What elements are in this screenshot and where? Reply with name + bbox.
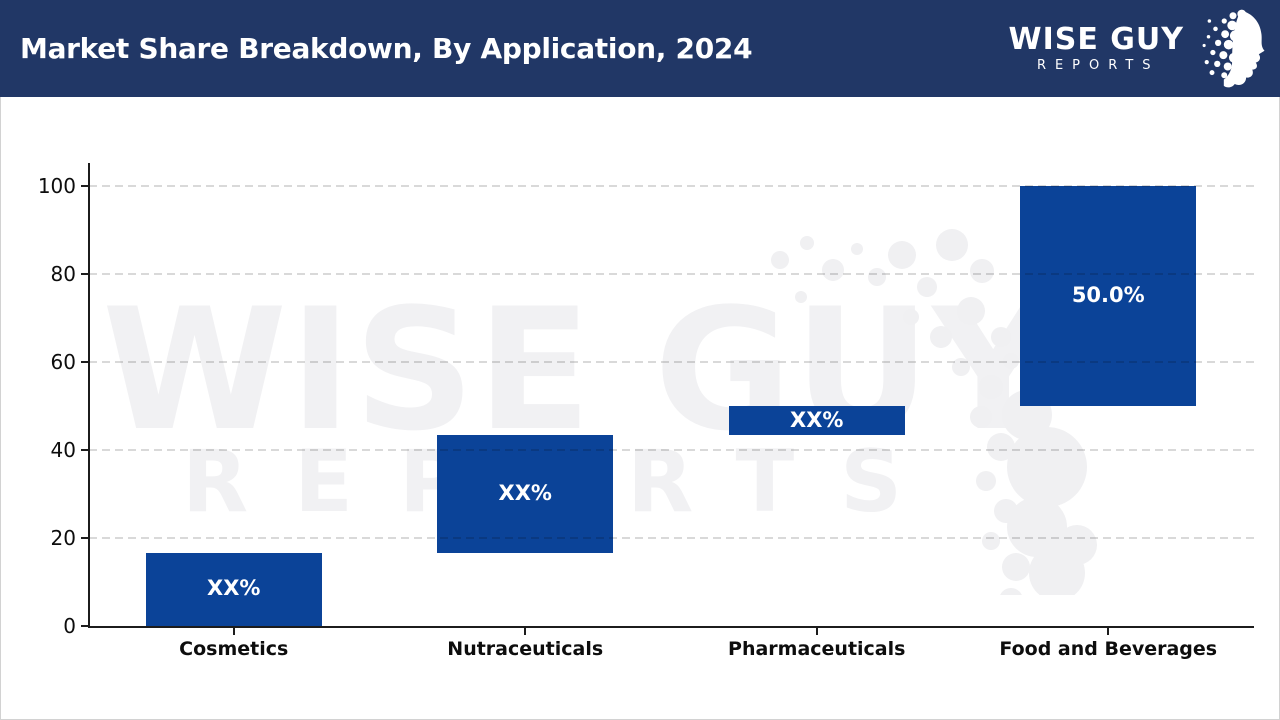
y-tick-label-20: 20	[50, 526, 76, 550]
logo-text: WISE GUY REPORTS	[1008, 24, 1184, 73]
y-tick-20	[81, 537, 88, 539]
x-category-label: Cosmetics	[179, 638, 289, 660]
bar-value-label: XX%	[207, 576, 261, 601]
x-tick-2	[815, 628, 818, 635]
gridline-60	[89, 361, 1254, 363]
bar-value-label: 50.0%	[1071, 283, 1145, 307]
wiseguy-logo: WISE GUY REPORTS	[1008, 7, 1266, 91]
logo-subtitle: REPORTS	[1036, 57, 1160, 73]
header: Market Share Breakdown, By Application, …	[0, 0, 1280, 97]
y-tick-40	[81, 449, 88, 451]
y-tick-label-60: 60	[50, 350, 76, 374]
y-tick-80	[81, 273, 88, 275]
y-axis-line	[88, 163, 90, 628]
gridline-100	[89, 185, 1254, 187]
bar-value-label: XX%	[498, 481, 552, 505]
logo-head-icon	[1202, 9, 1265, 87]
bar-pharmaceuticals	[728, 406, 905, 436]
y-tick-label-40: 40	[50, 438, 76, 462]
x-category-label: Nutraceuticals	[447, 638, 604, 660]
x-tick-1	[524, 628, 527, 635]
y-tick-0	[81, 625, 88, 627]
gridline-20	[89, 537, 1254, 539]
bar-nutraceuticals	[437, 435, 614, 553]
bar-value-label: XX%	[790, 407, 844, 432]
bar-cosmetics	[145, 552, 322, 626]
y-tick-label-80: 80	[50, 262, 76, 286]
chart-title: Market Share Breakdown, By Application, …	[20, 32, 753, 65]
x-tick-0	[232, 628, 235, 635]
x-category-label: Food and Beverages	[999, 638, 1218, 660]
x-axis-line	[88, 626, 1254, 628]
logo-wordmark: WISE GUY	[1008, 22, 1184, 58]
gridline-40	[89, 449, 1254, 451]
y-tick-100	[81, 185, 88, 187]
y-tick-60	[81, 361, 88, 363]
gridline-80	[89, 273, 1254, 275]
x-tick-3	[1107, 628, 1110, 635]
x-category-label: Pharmaceuticals	[728, 638, 906, 660]
bar-food-and-beverages	[1020, 186, 1197, 406]
y-tick-label-100: 100	[37, 174, 76, 198]
y-tick-label-0: 0	[63, 614, 76, 638]
